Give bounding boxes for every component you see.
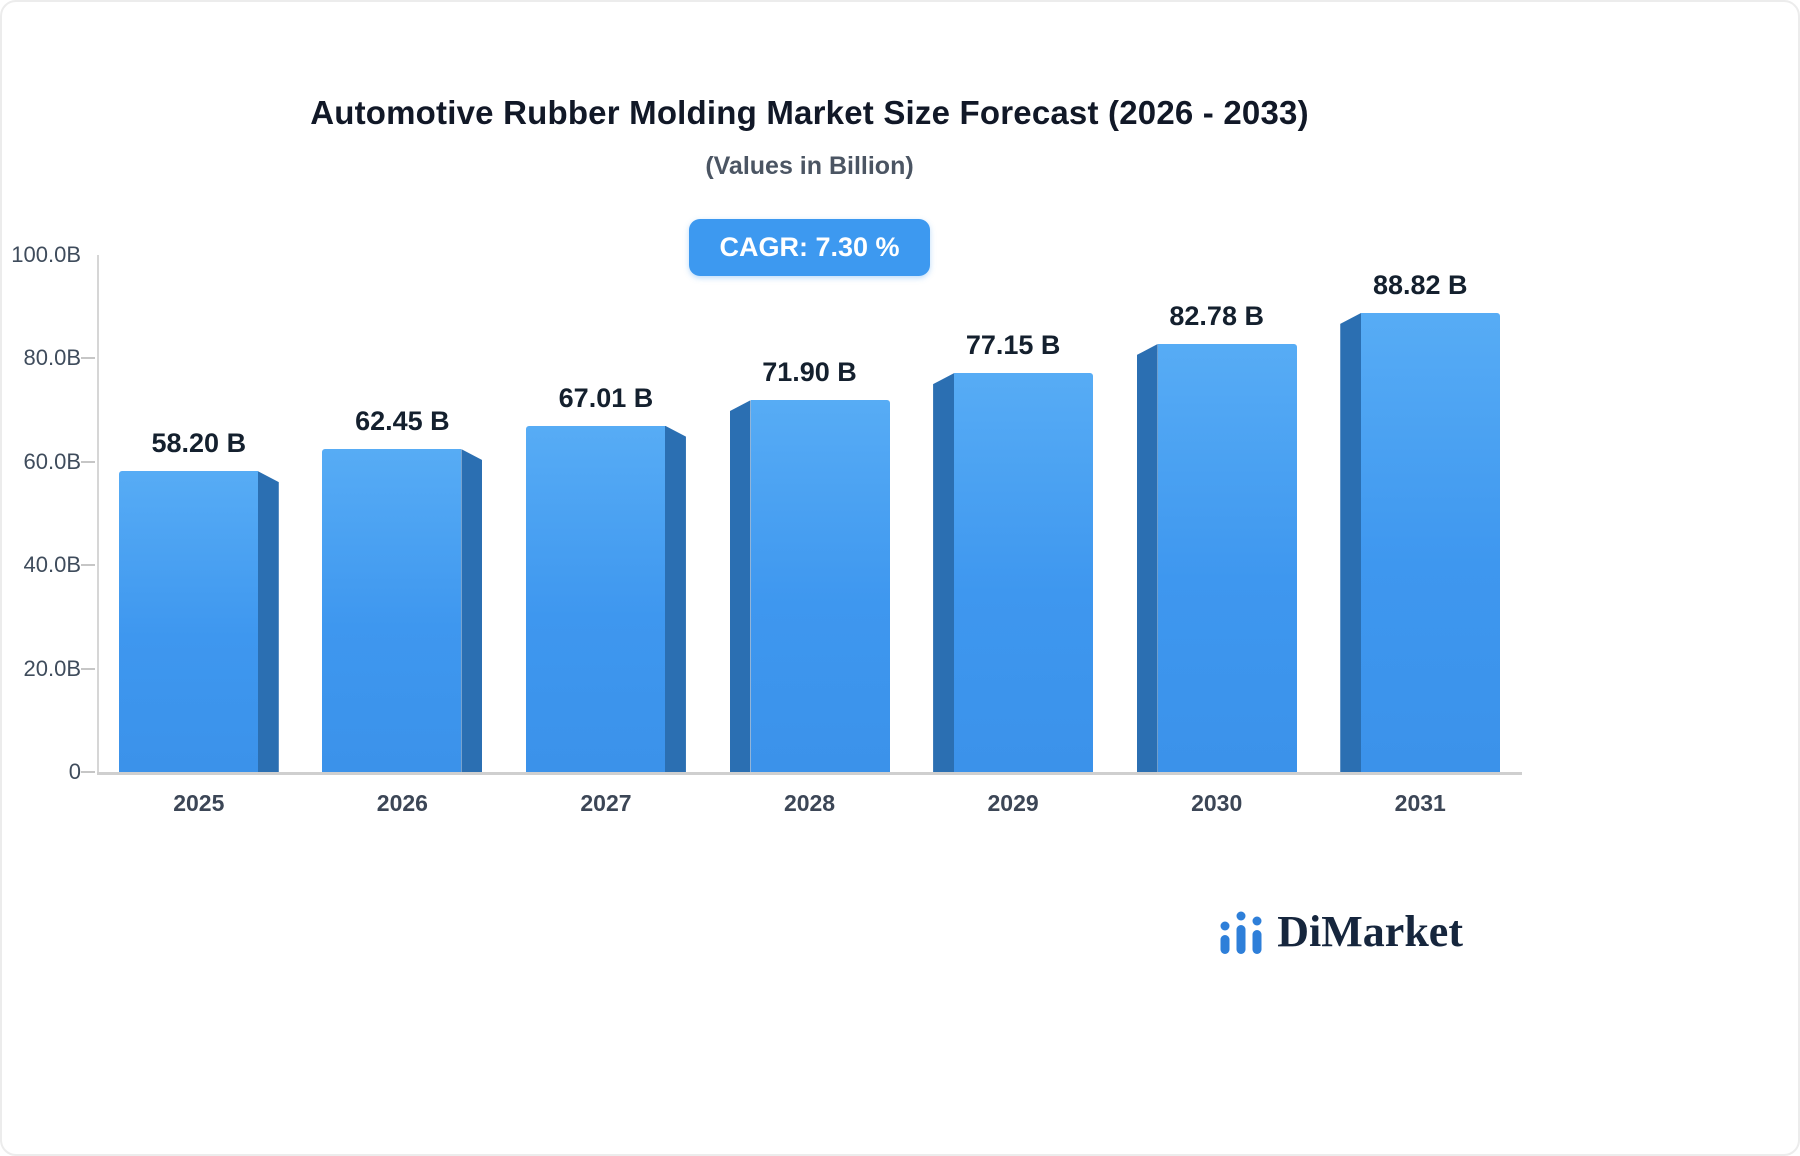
bar-face <box>1157 344 1297 772</box>
bar-slot: 71.90 B <box>708 255 912 772</box>
y-tick-mark <box>81 357 95 360</box>
cagr-badge: CAGR: 7.30 % <box>689 219 930 276</box>
cagr-badge-row: CAGR: 7.30 % <box>97 219 1522 276</box>
bar-chart-logo-icon <box>1220 911 1262 954</box>
x-tick-label: 2029 <box>987 790 1039 816</box>
bar-face <box>525 425 665 772</box>
bar-2025 <box>118 471 279 772</box>
x-axis: 2025 2026 2027 2028 2029 2030 2031 <box>97 772 1522 817</box>
y-tick-label: 40.0B <box>23 552 82 578</box>
y-tick-label: 80.0B <box>23 345 82 371</box>
bar-side-face <box>257 471 279 772</box>
bar-2031 <box>1340 312 1501 772</box>
bar-2027 <box>525 425 686 772</box>
y-tick-label: 20.0B <box>23 655 82 681</box>
bar-face <box>118 471 258 772</box>
bar-slot: 77.15 B <box>911 255 1115 772</box>
bar-side-face <box>1340 312 1362 772</box>
bar-value-label: 82.78 B <box>1169 301 1264 332</box>
y-tick-mark <box>81 460 95 463</box>
y-tick-label: 100.0B <box>11 242 81 267</box>
bar-side-face <box>933 373 955 772</box>
bar-slot: 67.01 B <box>504 255 708 772</box>
x-tick-label: 2027 <box>580 790 632 816</box>
bar-2028 <box>729 400 890 772</box>
y-tick-mark <box>81 564 95 567</box>
bar-slot: 58.20 B <box>97 255 301 772</box>
x-tick-label: 2031 <box>1394 790 1446 816</box>
y-tick-mark <box>81 667 95 670</box>
plot-area: 100.0B 80.0B 60.0B 40.0B 20.0B 0 58.20 B 62.45… <box>11 242 1522 816</box>
bar-side-face <box>1136 344 1158 772</box>
x-tick-label: 2026 <box>376 790 428 816</box>
y-axis-line <box>97 255 99 772</box>
bar-slot: 82.78 B <box>1115 255 1319 772</box>
dimarket-logo: DiMarket <box>1217 904 1463 954</box>
bar-face <box>322 449 462 772</box>
chart-subtitle: (Values in Billion) <box>705 152 914 180</box>
bar-side-face <box>664 425 686 772</box>
y-tick-label: 60.0B <box>23 448 82 474</box>
bar-2026 <box>322 449 483 772</box>
chart-title: Automotive Rubber Molding Market Size Fo… <box>310 94 1309 131</box>
bar-2030 <box>1136 344 1297 772</box>
bar-face <box>954 373 1094 772</box>
y-tick-mark <box>81 771 95 773</box>
bar-face <box>750 400 890 772</box>
dimarket-logo-text: DiMarket <box>1277 907 1463 956</box>
x-tick-label: 2025 <box>173 790 225 816</box>
bar-side-face <box>461 449 483 772</box>
bar-value-label: 88.82 B <box>1372 269 1468 300</box>
bar-value-label: 62.45 B <box>355 406 450 437</box>
bar-value-label: 71.90 B <box>762 357 857 388</box>
bar-slot: 62.45 B <box>301 255 505 772</box>
chart-header: Automotive Rubber Molding Market Size Fo… <box>97 94 1522 276</box>
y-tick-label: 0 <box>68 759 81 784</box>
bar-value-label: 77.15 B <box>965 330 1061 361</box>
bar-side-face <box>729 400 751 772</box>
bar-face <box>1361 312 1501 772</box>
bar-2029 <box>933 373 1094 772</box>
bar-slot: 88.82 B <box>1318 255 1522 772</box>
bars-area: 58.20 B 62.45 B 67.01 B 71.90 B 77.15 B 82.78… <box>97 255 1522 772</box>
x-tick-label: 2028 <box>783 790 836 816</box>
bar-value-label: 67.01 B <box>558 382 654 413</box>
bar-value-label: 58.20 B <box>151 428 247 459</box>
x-tick-label: 2030 <box>1191 790 1243 816</box>
